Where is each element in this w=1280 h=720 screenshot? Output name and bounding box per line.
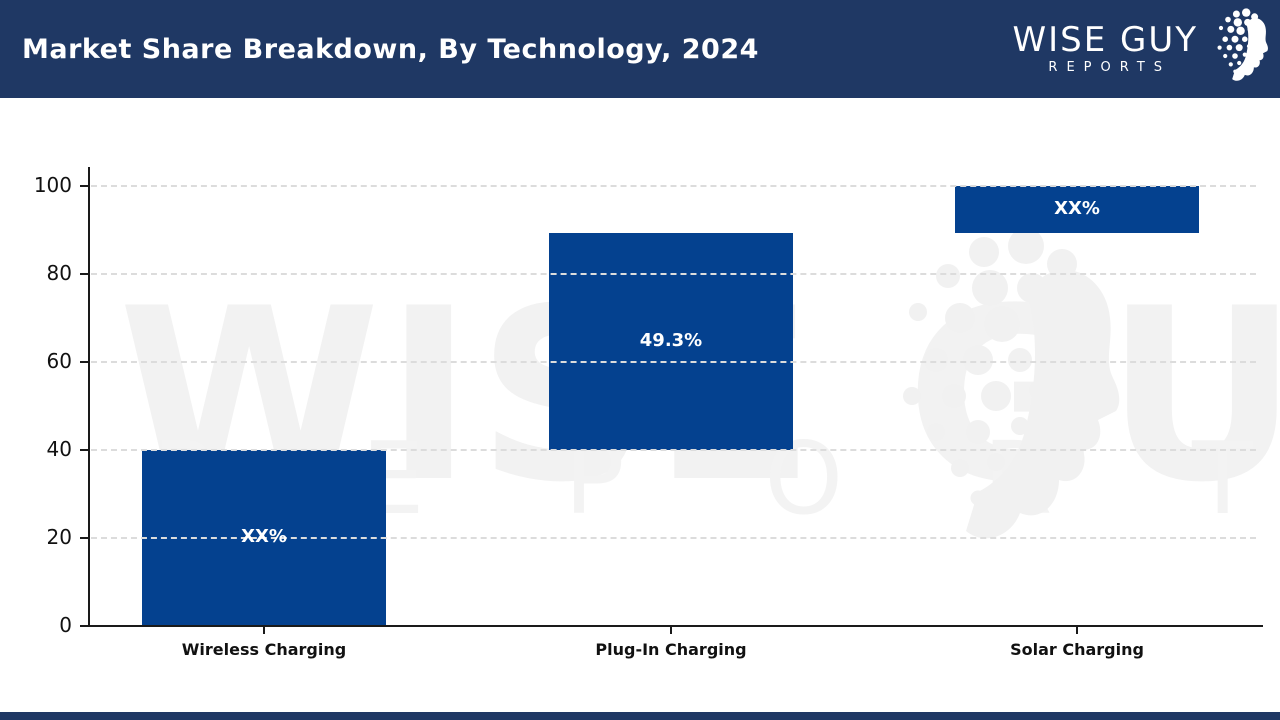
page-title: Market Share Breakdown, By Technology, 2…: [22, 33, 759, 65]
logo-text: WISE GUY REPORTS: [1012, 19, 1198, 76]
logo-subtitle: REPORTS: [1048, 60, 1172, 76]
y-tick-label-80: 80: [46, 261, 72, 285]
gridline-80: [91, 273, 1256, 275]
bar-solar-charging: [955, 186, 1199, 233]
y-tick-label-40: 40: [46, 437, 72, 461]
gridline-40: [91, 449, 1256, 451]
gridline-20: [91, 537, 1256, 539]
bar-plug-in-charging: [549, 233, 793, 450]
bar-label-solar-charging: XX%: [1054, 197, 1100, 219]
bar-label-wireless-charging: XX%: [241, 526, 287, 547]
dotted-head-icon: [1217, 8, 1268, 81]
bar-label-plug-in-charging: 49.3%: [639, 329, 703, 351]
y-tick-label-20: 20: [46, 525, 72, 549]
x-tick-solar-charging: [1076, 626, 1078, 634]
logo-wordmark: WISE GUY: [1012, 19, 1198, 60]
y-tick-0: [80, 625, 88, 627]
x-label-wireless-charging: Wireless Charging: [181, 640, 347, 659]
wise-guy-logo: WISE GUY REPORTS: [1012, 7, 1280, 91]
x-tick-plug-in-charging: [670, 626, 672, 634]
x-label-solar-charging: Solar Charging: [1010, 640, 1144, 659]
y-tick-label-60: 60: [46, 349, 72, 373]
watermark-head-icon: [903, 228, 1120, 539]
y-tick-40: [80, 449, 88, 451]
y-tick-label-100: 100: [33, 173, 72, 197]
x-tick-wireless-charging: [263, 626, 265, 634]
x-label-plug-in-charging: Plug-In Charging: [595, 640, 747, 659]
y-tick-80: [80, 273, 88, 275]
y-tick-label-0: 0: [59, 613, 72, 637]
y-tick-100: [80, 185, 88, 187]
x-axis-line: [88, 625, 1263, 627]
header-bar: Market Share Breakdown, By Technology, 2…: [0, 0, 1280, 98]
y-tick-60: [80, 361, 88, 363]
gridline-100: [91, 185, 1256, 187]
gridline-60: [91, 361, 1256, 363]
footer-bar: [0, 712, 1280, 720]
y-tick-20: [80, 537, 88, 539]
y-axis-line: [88, 167, 90, 627]
